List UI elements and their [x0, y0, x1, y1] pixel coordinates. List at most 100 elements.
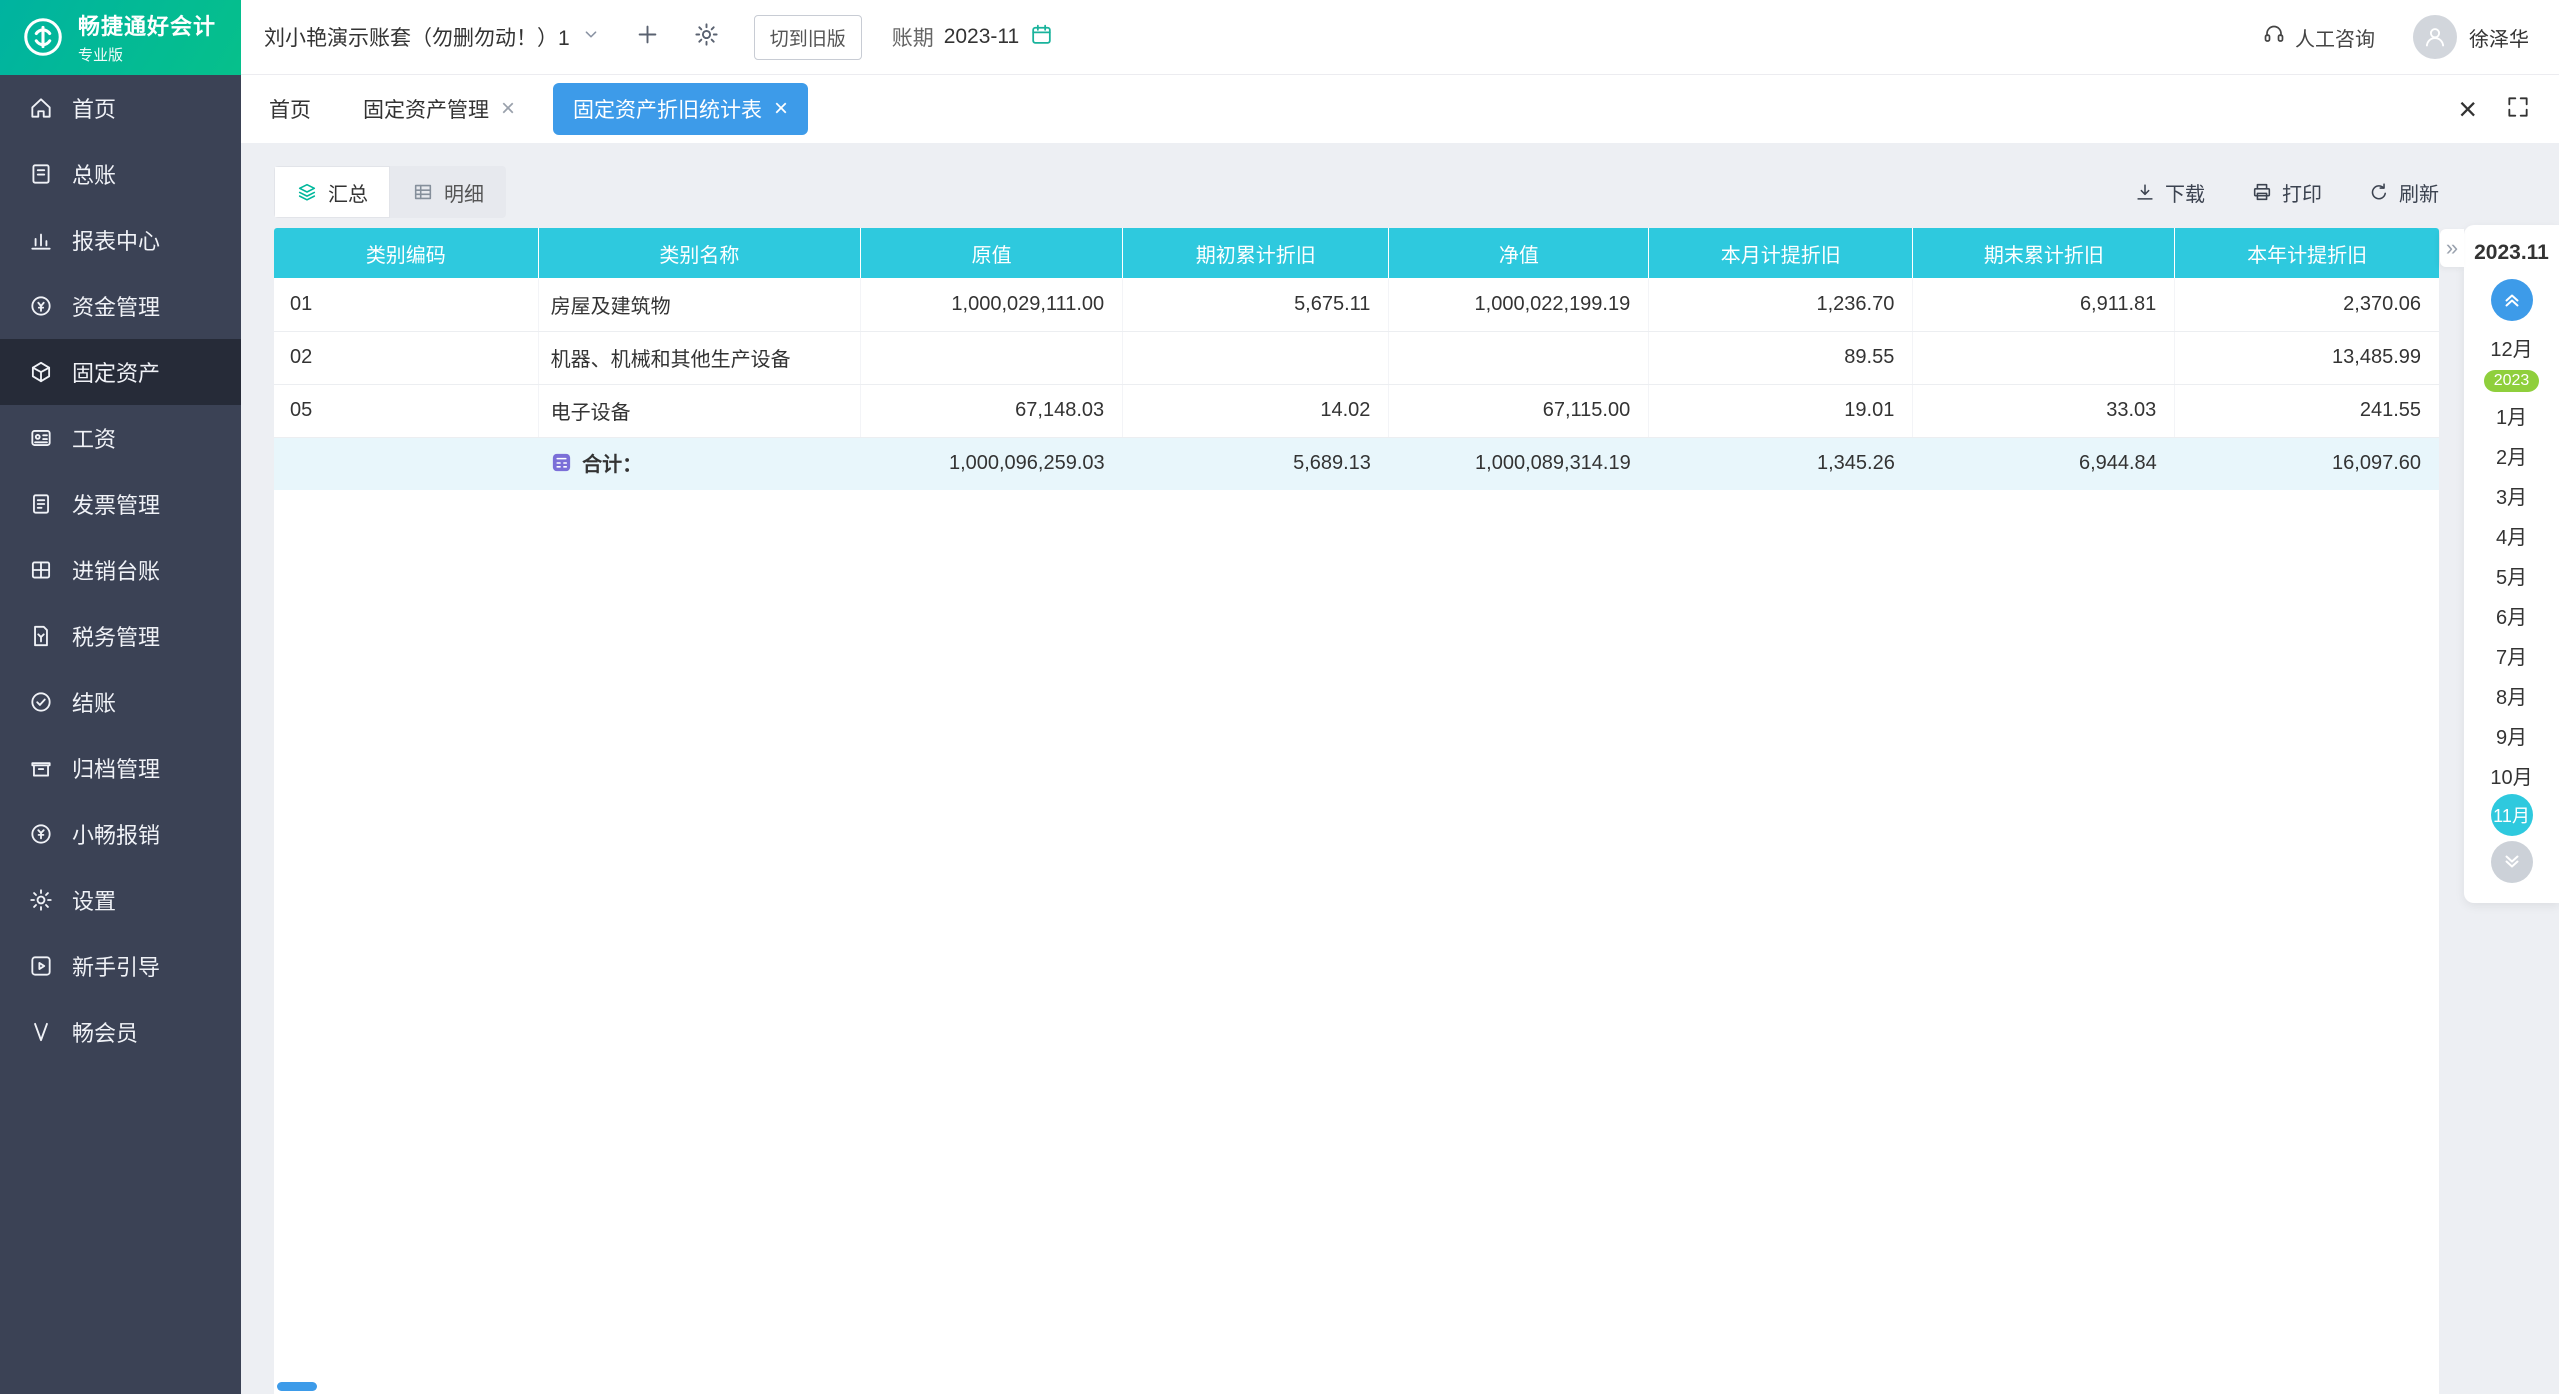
- sidebar-item-fixed-assets[interactable]: 固定资产: [0, 339, 241, 405]
- tab-depreciation-report[interactable]: 固定资产折旧统计表 ×: [553, 83, 809, 135]
- table-row[interactable]: 05 电子设备 67,148.03 14.02 67,115.00 19.01 33.03 2…: [274, 384, 2439, 438]
- sidebar-item-tax[interactable]: 税务管理: [0, 603, 241, 669]
- period-value[interactable]: 2023-11: [943, 25, 1020, 48]
- refresh-button[interactable]: 刷新: [2368, 178, 2439, 207]
- user-menu[interactable]: 徐泽华: [2413, 15, 2529, 59]
- sidebar-item-home[interactable]: 首页: [0, 75, 241, 141]
- month-item-m6[interactable]: 6月: [2495, 606, 2528, 629]
- month-item-m4[interactable]: 4月: [2495, 526, 2528, 549]
- table-cell: 6,911.81: [1912, 278, 2176, 332]
- view-summary-label: 汇总: [328, 183, 368, 206]
- support-link[interactable]: 人工咨询: [2262, 22, 2375, 52]
- sidebar-item-label: 资金管理: [72, 295, 161, 320]
- add-button[interactable]: [634, 21, 661, 53]
- sidebar-item-invoice[interactable]: 发票管理: [0, 471, 241, 537]
- sidebar: 首页总账 报表中心资金管理固定资产 工资发票管理进销台账 税务管理 结账归档管理小畅报销…: [0, 75, 241, 1394]
- table-row[interactable]: 01 房屋及建筑物 1,000,029,111.00 5,675.11 1,000,02…: [274, 278, 2439, 332]
- report-section: 汇总 明细 下载 打印: [274, 156, 2439, 1394]
- month-item-m7[interactable]: 7月: [2495, 646, 2528, 669]
- sidebar-item-guide[interactable]: 新手引导: [0, 933, 241, 999]
- guide-icon: [28, 953, 54, 979]
- sidebar-item-report-center[interactable]: 报表中心: [0, 207, 241, 273]
- sidebar-item-reimburse[interactable]: 小畅报销: [0, 801, 241, 867]
- column-header[interactable]: 原值: [860, 228, 1123, 278]
- column-header[interactable]: 净值: [1388, 228, 1649, 278]
- month-item-m9[interactable]: 9月: [2495, 726, 2528, 749]
- column-header[interactable]: 本年计提折旧: [2174, 228, 2439, 278]
- scroll-months-down-button[interactable]: [2490, 841, 2533, 883]
- table-cell: 机器、机械和其他生产设备: [538, 331, 862, 385]
- table-cell: [1912, 331, 2176, 385]
- month-item-m2[interactable]: 2月: [2495, 446, 2528, 469]
- print-label: 打印: [2282, 183, 2322, 206]
- collapse-panel-icon[interactable]: »: [2440, 229, 2464, 267]
- month-item-m1[interactable]: 1月: [2495, 406, 2528, 429]
- member-icon: [28, 1019, 54, 1045]
- table-cell: 02: [274, 331, 539, 385]
- column-header[interactable]: 本月计提折旧: [1648, 228, 1913, 278]
- asset-icon: [28, 359, 54, 385]
- tax-icon: [28, 623, 54, 649]
- horizontal-scrollbar-thumb[interactable]: [277, 1382, 317, 1391]
- scroll-months-up-button[interactable]: [2490, 279, 2533, 321]
- switch-old-version-button[interactable]: 切到旧版: [753, 14, 862, 60]
- tabs: 首页 固定资产管理 × 固定资产折旧统计表 ×: [269, 83, 809, 135]
- toolbar-actions: 下载 打印 刷新: [2088, 178, 2439, 207]
- table-cell: 5,675.11: [1122, 278, 1390, 332]
- sidebar-item-member[interactable]: 畅会员: [0, 999, 241, 1065]
- headset-icon: [2262, 22, 2286, 52]
- tab-label: 首页: [269, 99, 311, 122]
- tab-fixed-asset-management[interactable]: 固定资产管理 ×: [363, 94, 515, 124]
- settings-gear-button[interactable]: [693, 21, 720, 53]
- view-summary-button[interactable]: 汇总: [274, 166, 390, 218]
- year-badge: 2023: [2464, 367, 2559, 395]
- sidebar-item-label: 归档管理: [72, 757, 161, 782]
- table-cell: [1122, 331, 1390, 385]
- sidebar-item-label: 发票管理: [72, 493, 161, 518]
- sidebar-item-label: 首页: [72, 97, 117, 122]
- sidebar-item-salary[interactable]: 工资: [0, 405, 241, 471]
- sidebar-item-funds[interactable]: 资金管理: [0, 273, 241, 339]
- month-item-m12[interactable]: 12月: [2490, 338, 2533, 361]
- table-cell: 01: [274, 278, 539, 332]
- print-button[interactable]: 打印: [2251, 178, 2322, 207]
- tab-actions: ×: [2458, 93, 2531, 125]
- sidebar-item-archive[interactable]: 归档管理: [0, 735, 241, 801]
- sidebar-item-general-ledger[interactable]: 总账: [0, 141, 241, 207]
- settings-icon: [28, 887, 54, 913]
- current-period: 2023.11: [2474, 241, 2549, 264]
- month-item-m3[interactable]: 3月: [2495, 486, 2528, 509]
- tab-close-icon[interactable]: ×: [774, 95, 789, 122]
- sidebar-item-label: 设置: [72, 889, 117, 914]
- sidebar-item-closing[interactable]: 结账: [0, 669, 241, 735]
- support-label: 人工咨询: [2295, 28, 2375, 51]
- column-header[interactable]: 期末累计折旧: [1912, 228, 2175, 278]
- fullscreen-icon-button[interactable]: [2505, 94, 2531, 125]
- month-item-m11[interactable]: 11月: [2464, 794, 2559, 836]
- calendar-button[interactable]: [1029, 22, 1054, 53]
- column-header[interactable]: 类别名称: [537, 228, 861, 278]
- view-detail-button[interactable]: 明细: [390, 166, 506, 218]
- account-book-selector[interactable]: 刘小艳演示账套（勿删勿动！）1: [264, 22, 602, 52]
- table-cell: 05: [274, 384, 539, 438]
- table-row[interactable]: 02 机器、机械和其他生产设备 89.55 13,485.99: [274, 331, 2439, 385]
- archive-icon: [28, 755, 54, 781]
- table-cell: 89.55: [1648, 331, 1914, 385]
- tab-close-icon[interactable]: ×: [501, 95, 516, 122]
- month-item-m10[interactable]: 10月: [2490, 766, 2533, 789]
- sidebar-item-purchase-sale[interactable]: 进销台账: [0, 537, 241, 603]
- brand-text: 畅捷通好会计 专业版: [78, 9, 216, 65]
- table-cell: 16,097.60: [2174, 437, 2439, 490]
- tab-home[interactable]: 首页: [269, 94, 311, 124]
- month-item-m5[interactable]: 5月: [2495, 566, 2528, 589]
- sidebar-item-settings[interactable]: 设置: [0, 867, 241, 933]
- table-cell: 2,370.06: [2174, 278, 2439, 332]
- column-header[interactable]: 类别编码: [274, 228, 539, 278]
- table-cell: 13,485.99: [2174, 331, 2439, 385]
- month-item-m8[interactable]: 8月: [2495, 686, 2528, 709]
- user-name: 徐泽华: [2469, 28, 2529, 51]
- download-button[interactable]: 下载: [2134, 178, 2205, 207]
- close-all-tabs-icon[interactable]: ×: [2458, 91, 2477, 127]
- tab-label: 固定资产折旧统计表: [573, 99, 763, 122]
- column-header[interactable]: 期初累计折旧: [1122, 228, 1389, 278]
